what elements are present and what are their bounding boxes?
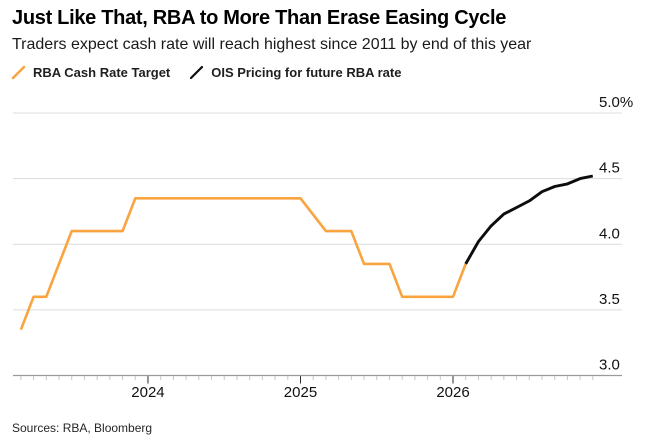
x-year-label: 2026 [436,384,469,401]
orange-line-swatch-icon [11,65,26,79]
y-tick-label: 5.0% [599,94,633,111]
y-tick-label: 4.5 [599,160,620,177]
chart-subtitle: Traders expect cash rate will reach high… [12,36,532,53]
legend-label: RBA Cash Rate Target [33,64,171,80]
legend-label: OIS Pricing for future RBA rate [211,64,402,80]
chart-title: Just Like That, RBA to More Than Erase E… [12,7,507,29]
series-line-rba-cash-rate-target [19,197,467,331]
y-tick-label: 4.0 [599,225,620,242]
y-tick-label: 3.5 [599,291,620,308]
legend-item-rba-cash-rate-target: RBA Cash Rate Target [11,65,170,80]
source-note: Sources: RBA, Bloomberg [12,421,153,435]
x-year-label: 2025 [284,384,317,401]
y-tick-label: 3.0 [599,357,620,374]
legend: RBA Cash Rate Target OIS Pricing for fut… [11,63,401,81]
x-year-label: 2024 [131,384,164,401]
black-line-swatch-icon [190,65,204,79]
series-line-ois-pricing-for-future-rba-rate [464,174,594,265]
legend-item-ois-pricing: OIS Pricing for future RBA rate [189,65,401,80]
